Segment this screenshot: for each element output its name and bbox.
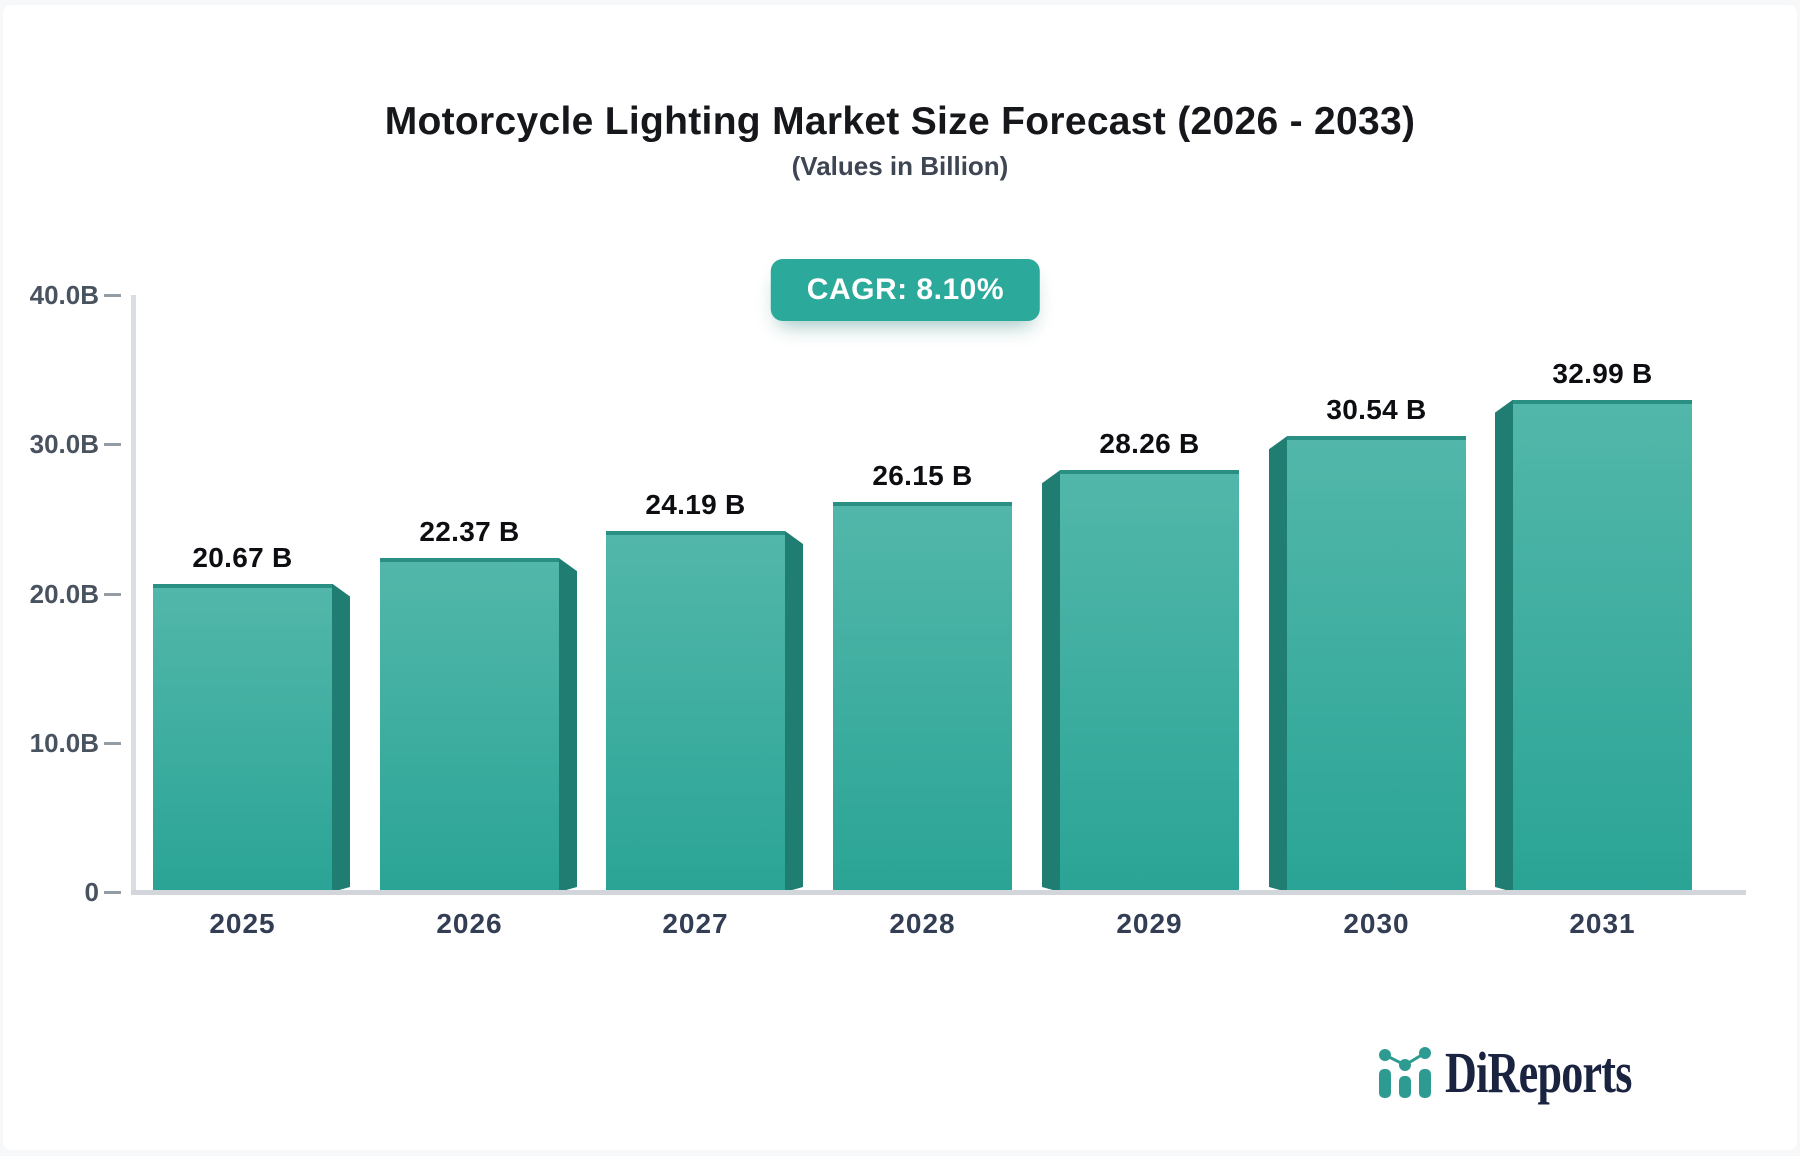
- bar-value-label-2027: 24.19 B: [645, 488, 746, 520]
- bar-front-face: [1287, 436, 1466, 892]
- bar-value-label-2029: 28.26 B: [1099, 428, 1200, 460]
- bar-3d-side-face: [332, 584, 350, 892]
- y-tick-mark: [104, 592, 121, 596]
- bar-front-face: [833, 501, 1012, 892]
- x-axis-label-2028: 2028: [889, 908, 956, 939]
- bar-chart-logo-icon: [1379, 1047, 1432, 1098]
- bar-2029: [1042, 470, 1239, 892]
- y-tick-label-30.0B: 30.0B: [29, 429, 99, 460]
- bar-value-label-2025: 20.67 B: [192, 541, 293, 573]
- y-tick-mark: [104, 891, 121, 894]
- y-tick-label-40.0B: 40.0B: [29, 280, 99, 310]
- chart-subtitle: (Values in Billion): [791, 151, 1009, 181]
- x-axis-label-2029: 2029: [1116, 908, 1183, 939]
- bar-value-label-2031: 32.99 B: [1552, 357, 1653, 389]
- direports-logo: DiReports: [1377, 1037, 1691, 1107]
- bar-front-face: [1513, 399, 1692, 892]
- bar-3d-side-face: [1495, 400, 1513, 892]
- y-tick-label-0: 0: [84, 877, 99, 907]
- bar-front-face: [380, 558, 559, 892]
- x-axis-line: [131, 890, 1746, 895]
- y-tick-label-20.0B: 20.0B: [29, 578, 99, 609]
- x-axis-label-2026: 2026: [436, 908, 503, 939]
- bar-value-label-2028: 26.15 B: [872, 459, 973, 491]
- cagr-badge-label: CAGR: 8.10%: [806, 273, 1004, 306]
- y-tick-label-10.0B: 10.0B: [29, 727, 99, 758]
- x-axis-label-2031: 2031: [1569, 908, 1636, 939]
- y-tick-mark: [104, 294, 121, 297]
- chart-card: Motorcycle Lighting Market Size Forecast…: [3, 5, 1797, 1150]
- bar-2030: [1269, 436, 1466, 892]
- bar-chart-plot-area: 20.67 B 22.37 B 24.19 B 26.15 B 28.26 B 30.54…: [3, 295, 1800, 892]
- x-axis-label-2030: 2030: [1343, 908, 1410, 939]
- bar-3d-side-face: [1269, 436, 1287, 892]
- bar-2027: [606, 530, 803, 892]
- bar-value-label-2026: 22.37 B: [419, 516, 520, 548]
- bar-2028: [833, 501, 1012, 892]
- bar-value-label-2030: 30.54 B: [1326, 394, 1427, 426]
- bar-2031: [1495, 399, 1692, 892]
- x-axis-label-2025: 2025: [209, 908, 276, 939]
- bar-front-face: [153, 583, 332, 892]
- bar-front-face: [1060, 470, 1239, 892]
- x-axis-label-2027: 2027: [662, 908, 729, 939]
- bar-3d-side-face: [785, 531, 803, 892]
- y-axis-line: [131, 295, 136, 895]
- cagr-badge: CAGR: 8.10%: [770, 259, 1040, 321]
- y-tick-mark: [104, 741, 121, 745]
- bar-3d-side-face: [559, 558, 577, 892]
- y-tick-mark: [104, 443, 121, 447]
- bar-3d-side-face: [1042, 470, 1060, 892]
- chart-title: Motorcycle Lighting Market Size Forecast…: [384, 100, 1416, 143]
- bar-2026: [380, 558, 577, 892]
- bar-2025: [153, 583, 350, 892]
- brand-name: DiReports: [1445, 1039, 1633, 1105]
- bar-front-face: [606, 530, 785, 892]
